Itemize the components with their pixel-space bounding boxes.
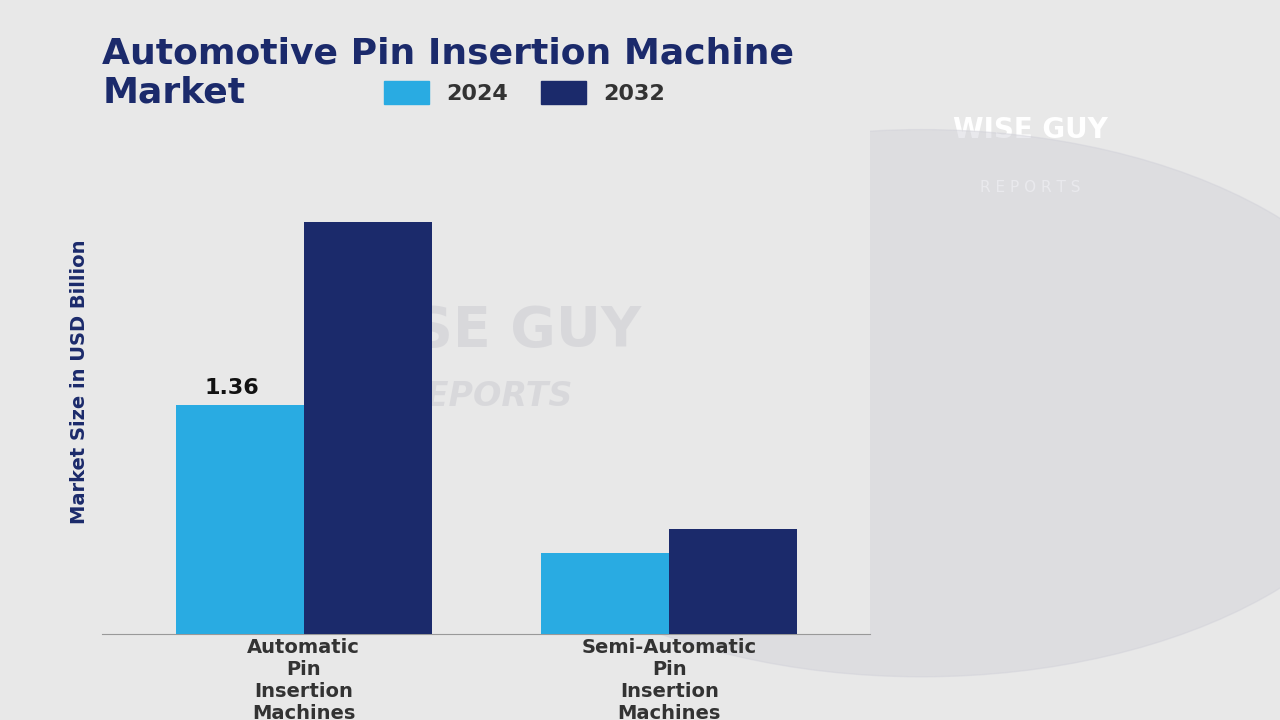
Bar	[669, 529, 797, 634]
Text: Automotive Pin Insertion Machine
Market: Automotive Pin Insertion Machine Market	[102, 36, 795, 109]
Bar	[175, 405, 303, 634]
Y-axis label: Market Size in USD Billion: Market Size in USD Billion	[69, 239, 88, 524]
Text: WISE GUY: WISE GUY	[332, 304, 641, 359]
Text: REPORTS: REPORTS	[401, 380, 572, 413]
Text: WISE GUY: WISE GUY	[952, 116, 1107, 143]
Bar	[541, 553, 669, 634]
Circle shape	[435, 130, 1280, 677]
Text: 1.36: 1.36	[205, 379, 260, 398]
Text: R E P O R T S: R E P O R T S	[979, 180, 1080, 194]
Legend: 2024, 2032: 2024, 2032	[372, 70, 677, 115]
Bar	[303, 222, 431, 634]
